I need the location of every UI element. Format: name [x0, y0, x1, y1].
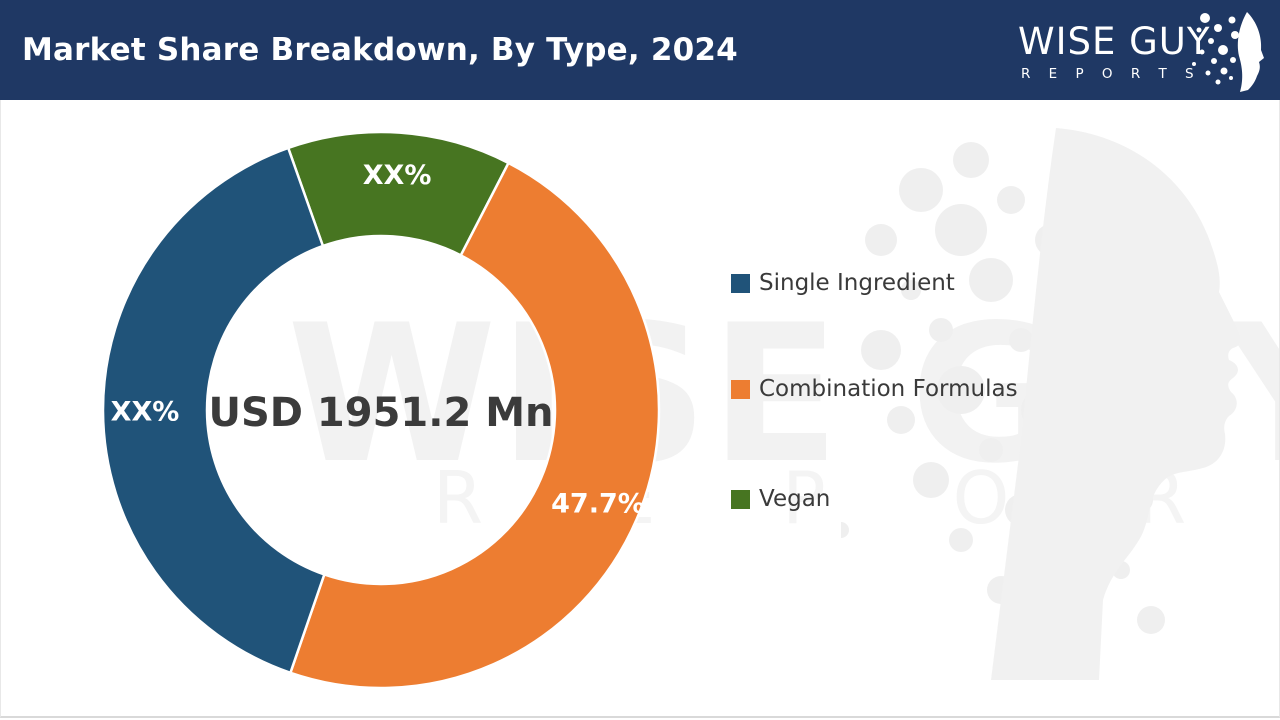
wise-guy-logo-graphic: WISE GUY R E P O R T S: [1018, 12, 1264, 92]
donut-slice-combination-formulas[interactable]: [289, 161, 661, 690]
donut-center-value: USD 1951.2 Mn: [209, 390, 554, 436]
legend-item-vegan[interactable]: Vegan: [731, 484, 830, 514]
legend-label: Vegan: [759, 486, 831, 512]
watermark-face-icon: [841, 128, 1241, 680]
legend-swatch-orange: [731, 379, 750, 399]
page-title: Market Share Breakdown, By Type, 2024: [22, 32, 738, 68]
slice-label-vegan: XX%: [363, 160, 432, 191]
legend-item-single-ingredient[interactable]: Single Ingredient: [731, 268, 955, 298]
legend-swatch-green: [731, 489, 750, 509]
chart-canvas-area: WISE GUY R E P O R T S XX%47.7%XX%USD 19…: [0, 100, 1280, 718]
header-bar: Market Share Breakdown, By Type, 2024 WI…: [0, 0, 1280, 100]
wise-guy-logo: WISE GUY R E P O R T S: [1018, 8, 1266, 92]
logo-wordmark: WISE GUY: [1018, 20, 1210, 63]
legend-swatch-blue: [731, 273, 750, 293]
slice-label-single-ingredient: XX%: [111, 396, 180, 427]
legend-label: Combination Formulas: [759, 376, 1018, 402]
donut-slice-single-ingredient[interactable]: [101, 146, 326, 675]
logo-dots-icon: [1192, 13, 1239, 85]
legend-item-combination-formulas[interactable]: Combination Formulas: [731, 374, 1018, 404]
slice-label-combination-formulas: 47.7%: [551, 488, 645, 519]
logo-subtitle: R E P O R T S: [1021, 66, 1201, 82]
donut-chart: XX% 47.7% XX% USD 1951.2 Mn: [101, 130, 661, 690]
legend-label: Single Ingredient: [759, 270, 955, 296]
logo-face-profile-icon: [1237, 12, 1264, 92]
